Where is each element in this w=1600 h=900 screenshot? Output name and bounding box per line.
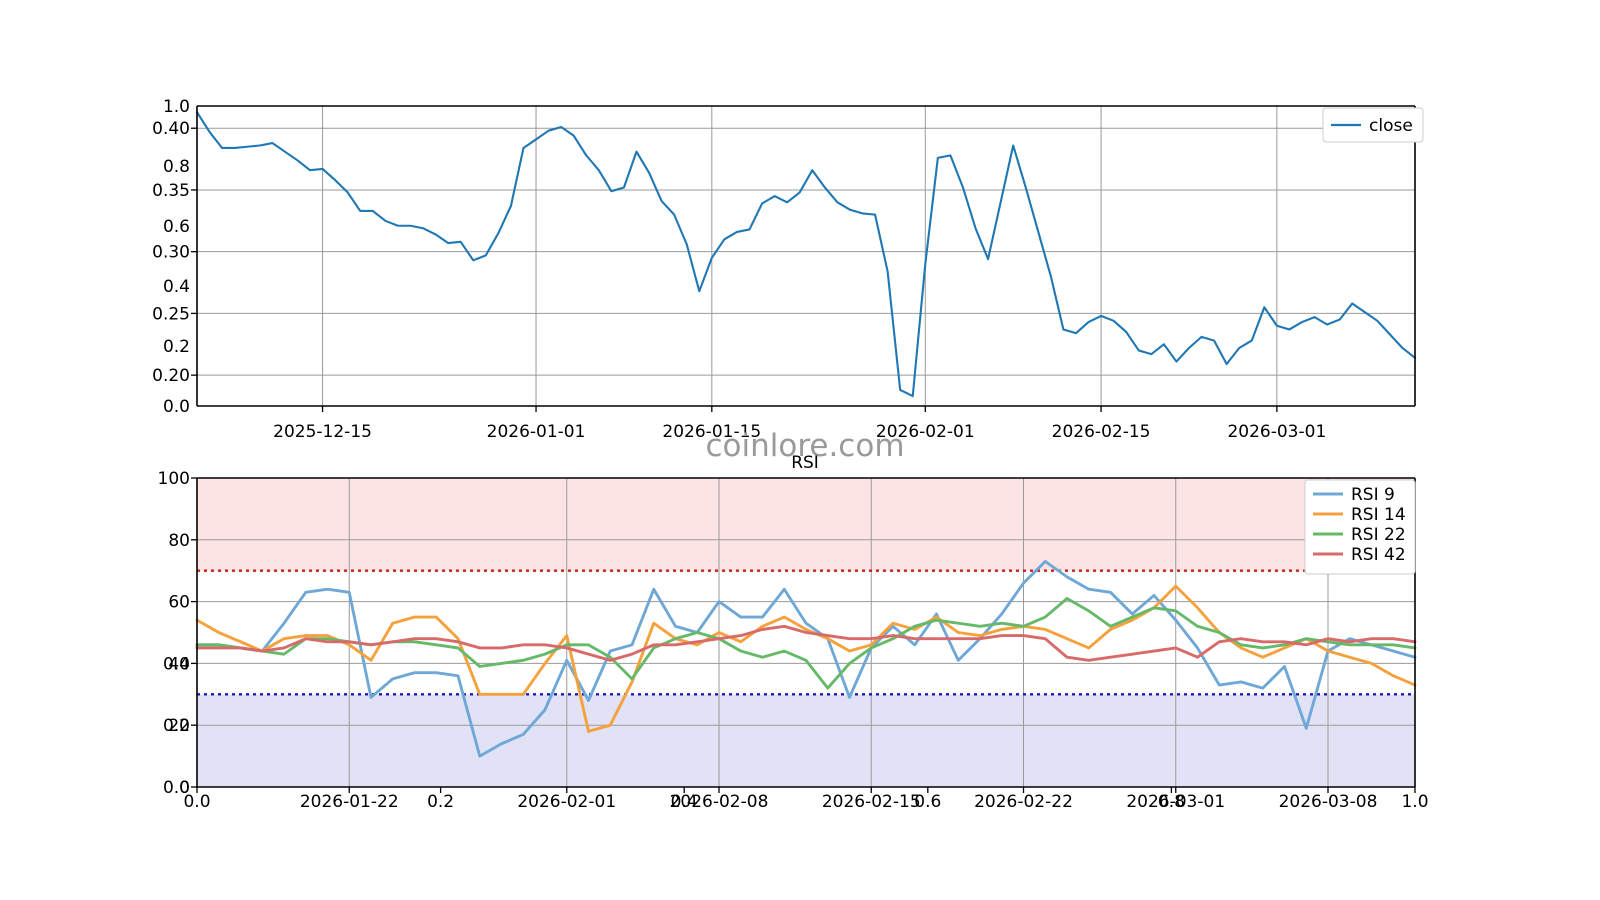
price-legend-box xyxy=(1322,107,1424,143)
price-y-tick-normalized: 0.6 xyxy=(163,217,190,237)
rsi-y-tick-labels: 100 80 60 40 20 0 0.4 0.2 0.0 xyxy=(158,469,197,798)
price-y-tick: 0.25 xyxy=(152,304,190,324)
rsi-legend-label-rsi-14: RSI 14 xyxy=(1351,505,1406,525)
rsi-line-rsi-42 xyxy=(195,624,1417,662)
rsi-x-tick-normalized: 0.8 xyxy=(1158,792,1185,812)
price-x-tick: 2026-02-15 xyxy=(1052,422,1151,442)
rsi-x-tick-normalized: 1.0 xyxy=(1401,792,1428,812)
rsi-band-overbought xyxy=(197,478,1415,571)
price-x-tick: 2025-12-15 xyxy=(273,422,372,442)
rsi-x-tick-date: 2026-02-08 xyxy=(670,792,769,812)
rsi-y-tick: 100 xyxy=(158,469,190,489)
rsi-line-rsi-14 xyxy=(195,584,1417,733)
watermark: coinlore.com xyxy=(705,428,904,464)
rsi-band-oversold xyxy=(197,694,1415,787)
price-gridlines xyxy=(197,106,1415,406)
rsi-x-tick-date: 2026-03-08 xyxy=(1279,792,1378,812)
price-panel: 0.40 0.35 0.30 0.25 0.20 1.0 0.8 0.6 0.4 0.2 0.0 2… xyxy=(152,97,1424,442)
rsi-x-tick-normalized: 0.6 xyxy=(914,792,941,812)
rsi-y-tick: 0 xyxy=(179,778,190,798)
rsi-legend-label-rsi-9: RSI 9 xyxy=(1351,485,1395,505)
rsi-legend-label-rsi-42: RSI 42 xyxy=(1351,545,1406,565)
price-y-tick: 0.30 xyxy=(152,243,190,263)
rsi-axes-frame xyxy=(196,477,1416,788)
rsi-bands xyxy=(197,478,1415,787)
rsi-x-tick-normalized: 0.0 xyxy=(183,792,210,812)
price-y-tick-normalized: 0.4 xyxy=(163,277,190,297)
price-legend-label-close: close xyxy=(1369,116,1413,136)
rsi-x-tick-date: 2026-02-15 xyxy=(822,792,921,812)
price-x-tick: 2026-02-01 xyxy=(876,422,975,442)
price-x-tick-labels: 2025-12-15 2026-01-01 2026-01-15 2026-02-01… xyxy=(273,406,1326,442)
price-y-tick-normalized: 0.0 xyxy=(163,397,190,417)
price-y-tick-normalized: 0.2 xyxy=(163,337,190,357)
rsi-panel-title: RSI xyxy=(791,453,819,473)
rsi-x-tick-normalized: 0.4 xyxy=(671,792,698,812)
price-y-tick-labels: 0.40 0.35 0.30 0.25 0.20 1.0 0.8 0.6 0.4 0.2 0.0 xyxy=(152,97,197,417)
rsi-y-tick: 80 xyxy=(168,531,190,551)
rsi-legend-box xyxy=(1304,479,1416,575)
rsi-line-rsi-9 xyxy=(195,559,1417,758)
rsi-x-tick-date: 2026-02-01 xyxy=(517,792,616,812)
rsi-y-tick-normalized: 0.0 xyxy=(163,778,190,798)
rsi-y-tick: 20 xyxy=(168,716,190,736)
price-x-tick: 2026-03-01 xyxy=(1227,422,1326,442)
price-x-tick: 2026-01-15 xyxy=(662,422,761,442)
rsi-x-tick-labels: 2026-01-22 2026-02-01 2026-02-08 2026-02-15… xyxy=(183,787,1429,812)
price-axes-frame xyxy=(196,105,1416,407)
rsi-x-tick-date: 2026-03-01 xyxy=(1126,792,1225,812)
rsi-y-tick-normalized: 0.4 xyxy=(163,654,190,674)
rsi-reference-lines xyxy=(197,569,1415,696)
rsi-y-tick: 60 xyxy=(168,593,190,613)
price-y-tick: 0.20 xyxy=(152,366,190,386)
price-y-tick: 0.35 xyxy=(152,181,190,201)
rsi-y-tick: 40 xyxy=(168,654,190,674)
price-y-tick-normalized: 0.8 xyxy=(163,157,190,177)
price-line-close xyxy=(195,111,1417,398)
price-series-close xyxy=(195,111,1417,398)
rsi-x-tick-date: 2026-01-22 xyxy=(300,792,399,812)
price-legend[interactable]: close xyxy=(1322,107,1424,143)
price-plot-background xyxy=(197,106,1415,406)
rsi-y-tick-normalized: 0.2 xyxy=(163,716,190,736)
rsi-series-group xyxy=(195,559,1417,758)
price-x-tick: 2026-01-01 xyxy=(487,422,586,442)
price-y-tick-normalized: 1.0 xyxy=(163,97,190,117)
rsi-legend-label-rsi-22: RSI 22 xyxy=(1351,525,1406,545)
price-y-tick: 0.40 xyxy=(152,119,190,139)
rsi-x-tick-normalized: 0.2 xyxy=(427,792,454,812)
rsi-x-tick-date: 2026-02-22 xyxy=(974,792,1073,812)
